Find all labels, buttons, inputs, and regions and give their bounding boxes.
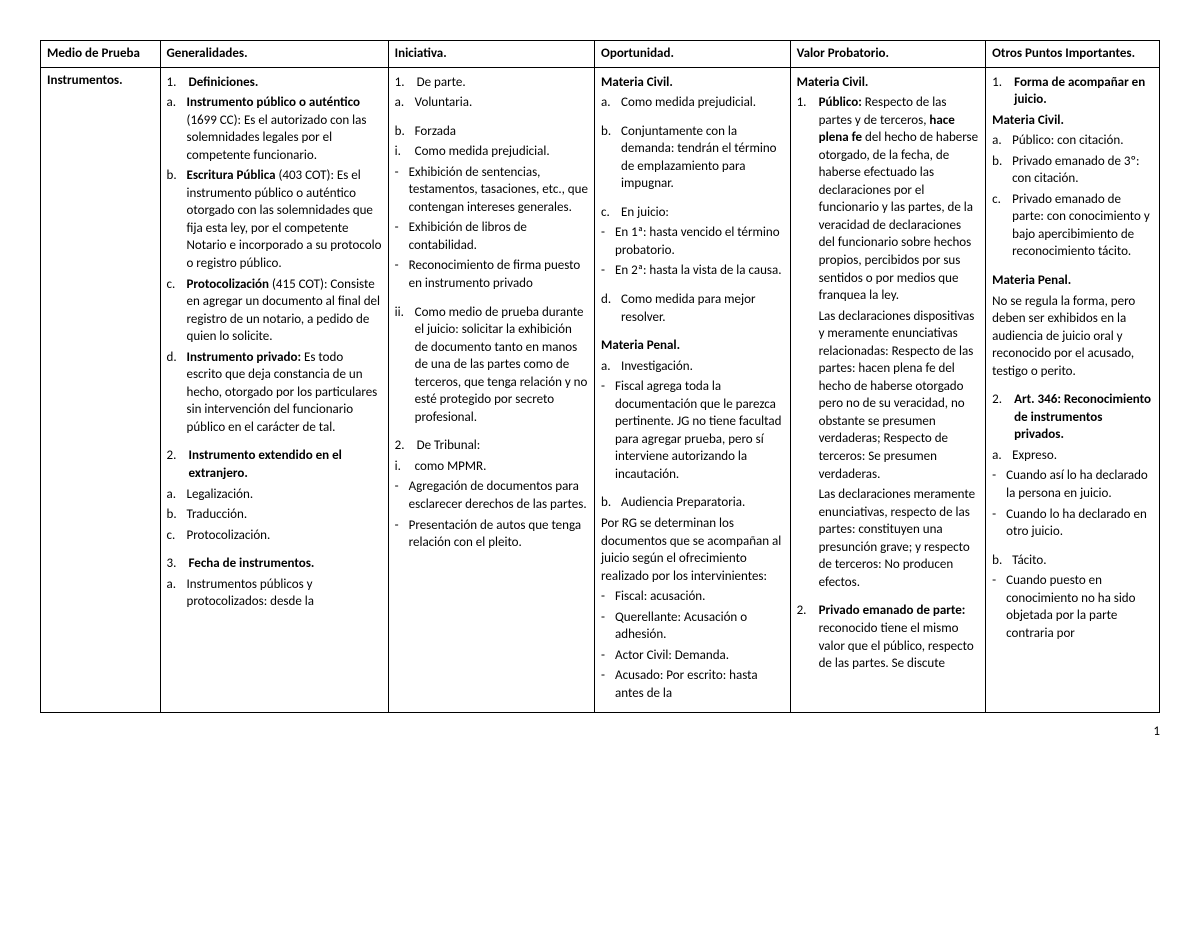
table-row: Instrumentos. 1.Definiciones. a.Instrume… (41, 67, 1160, 712)
cell-generalidades: 1.Definiciones. a.Instrumento público o … (160, 67, 388, 712)
row-label: Instrumentos. (47, 73, 123, 88)
header-valor: Valor Probatorio. (790, 41, 986, 68)
header-generalidades: Generalidades. (160, 41, 388, 68)
page-number: 1 (40, 723, 1160, 741)
cell-valor: Materia Civil. 1.Público: Respecto de la… (790, 67, 986, 712)
table-header-row: Medio de Prueba Generalidades. Iniciativ… (41, 41, 1160, 68)
cell-otros: 1.Forma de acompañar en juicio. Materia … (986, 67, 1160, 712)
cell-medio: Instrumentos. (41, 67, 161, 712)
cell-oportunidad: Materia Civil. a.Como medida prejudicial… (595, 67, 791, 712)
header-oportunidad: Oportunidad. (595, 41, 791, 68)
header-otros: Otros Puntos Importantes. (986, 41, 1160, 68)
def-heading: Definiciones. (189, 74, 382, 92)
cell-iniciativa: 1.De parte. a.Voluntaria. b.Forzada i.Co… (388, 67, 594, 712)
header-medio: Medio de Prueba (41, 41, 161, 68)
header-iniciativa: Iniciativa. (388, 41, 594, 68)
evidence-table: Medio de Prueba Generalidades. Iniciativ… (40, 40, 1160, 713)
